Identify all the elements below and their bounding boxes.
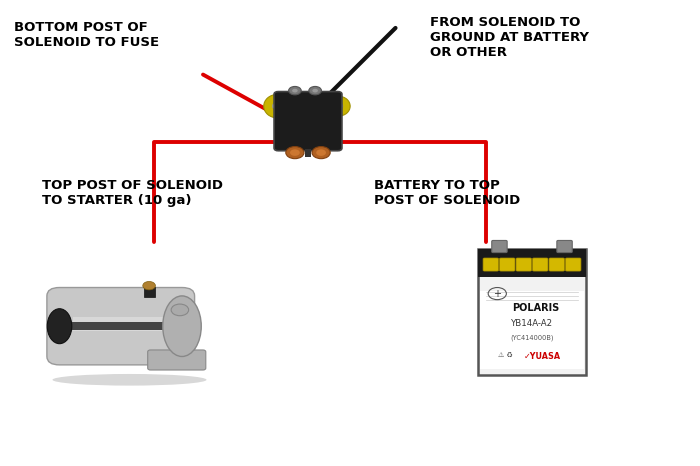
Circle shape <box>290 149 300 156</box>
Text: YB14A-A2: YB14A-A2 <box>511 319 553 329</box>
Text: (YC414000B): (YC414000B) <box>510 335 554 341</box>
FancyBboxPatch shape <box>500 258 515 271</box>
Bar <box>144 287 155 297</box>
Circle shape <box>143 281 155 290</box>
Text: ✓YUASA: ✓YUASA <box>524 352 561 361</box>
FancyBboxPatch shape <box>491 240 507 253</box>
FancyBboxPatch shape <box>557 240 573 253</box>
Circle shape <box>312 146 330 158</box>
FancyBboxPatch shape <box>549 258 564 271</box>
Ellipse shape <box>264 95 290 118</box>
Ellipse shape <box>335 103 343 110</box>
Text: TOP POST OF SOLENOID
TO STARTER (10 ga): TOP POST OF SOLENOID TO STARTER (10 ga) <box>42 179 223 207</box>
Text: BOTTOM POST OF
SOLENOID TO FUSE: BOTTOM POST OF SOLENOID TO FUSE <box>14 21 159 49</box>
Bar <box>480 291 584 369</box>
Text: +: + <box>494 288 501 299</box>
FancyBboxPatch shape <box>566 258 581 271</box>
Circle shape <box>286 146 304 158</box>
Text: ⚠ ♻: ⚠ ♻ <box>498 351 512 357</box>
Text: FROM SOLENOID TO
GROUND AT BATTERY
OR OTHER: FROM SOLENOID TO GROUND AT BATTERY OR OT… <box>430 16 589 59</box>
Circle shape <box>312 89 318 92</box>
Bar <box>305 149 311 158</box>
Circle shape <box>288 87 301 95</box>
Circle shape <box>316 149 326 156</box>
FancyBboxPatch shape <box>483 258 498 271</box>
FancyBboxPatch shape <box>477 249 587 375</box>
Circle shape <box>292 89 298 92</box>
FancyBboxPatch shape <box>47 288 195 365</box>
Circle shape <box>309 87 321 95</box>
Ellipse shape <box>52 374 206 386</box>
Bar <box>477 249 587 277</box>
Text: POLARIS: POLARIS <box>512 302 559 313</box>
FancyBboxPatch shape <box>533 258 548 271</box>
FancyBboxPatch shape <box>274 91 342 151</box>
Bar <box>60 322 182 330</box>
FancyBboxPatch shape <box>148 350 206 370</box>
Bar <box>74 317 172 331</box>
Text: BATTERY TO TOP
POST OF SOLENOID: BATTERY TO TOP POST OF SOLENOID <box>374 179 521 207</box>
FancyBboxPatch shape <box>516 258 531 271</box>
Ellipse shape <box>328 96 350 116</box>
Ellipse shape <box>47 309 71 344</box>
Ellipse shape <box>162 296 202 356</box>
Ellipse shape <box>171 304 189 316</box>
Ellipse shape <box>272 102 281 110</box>
